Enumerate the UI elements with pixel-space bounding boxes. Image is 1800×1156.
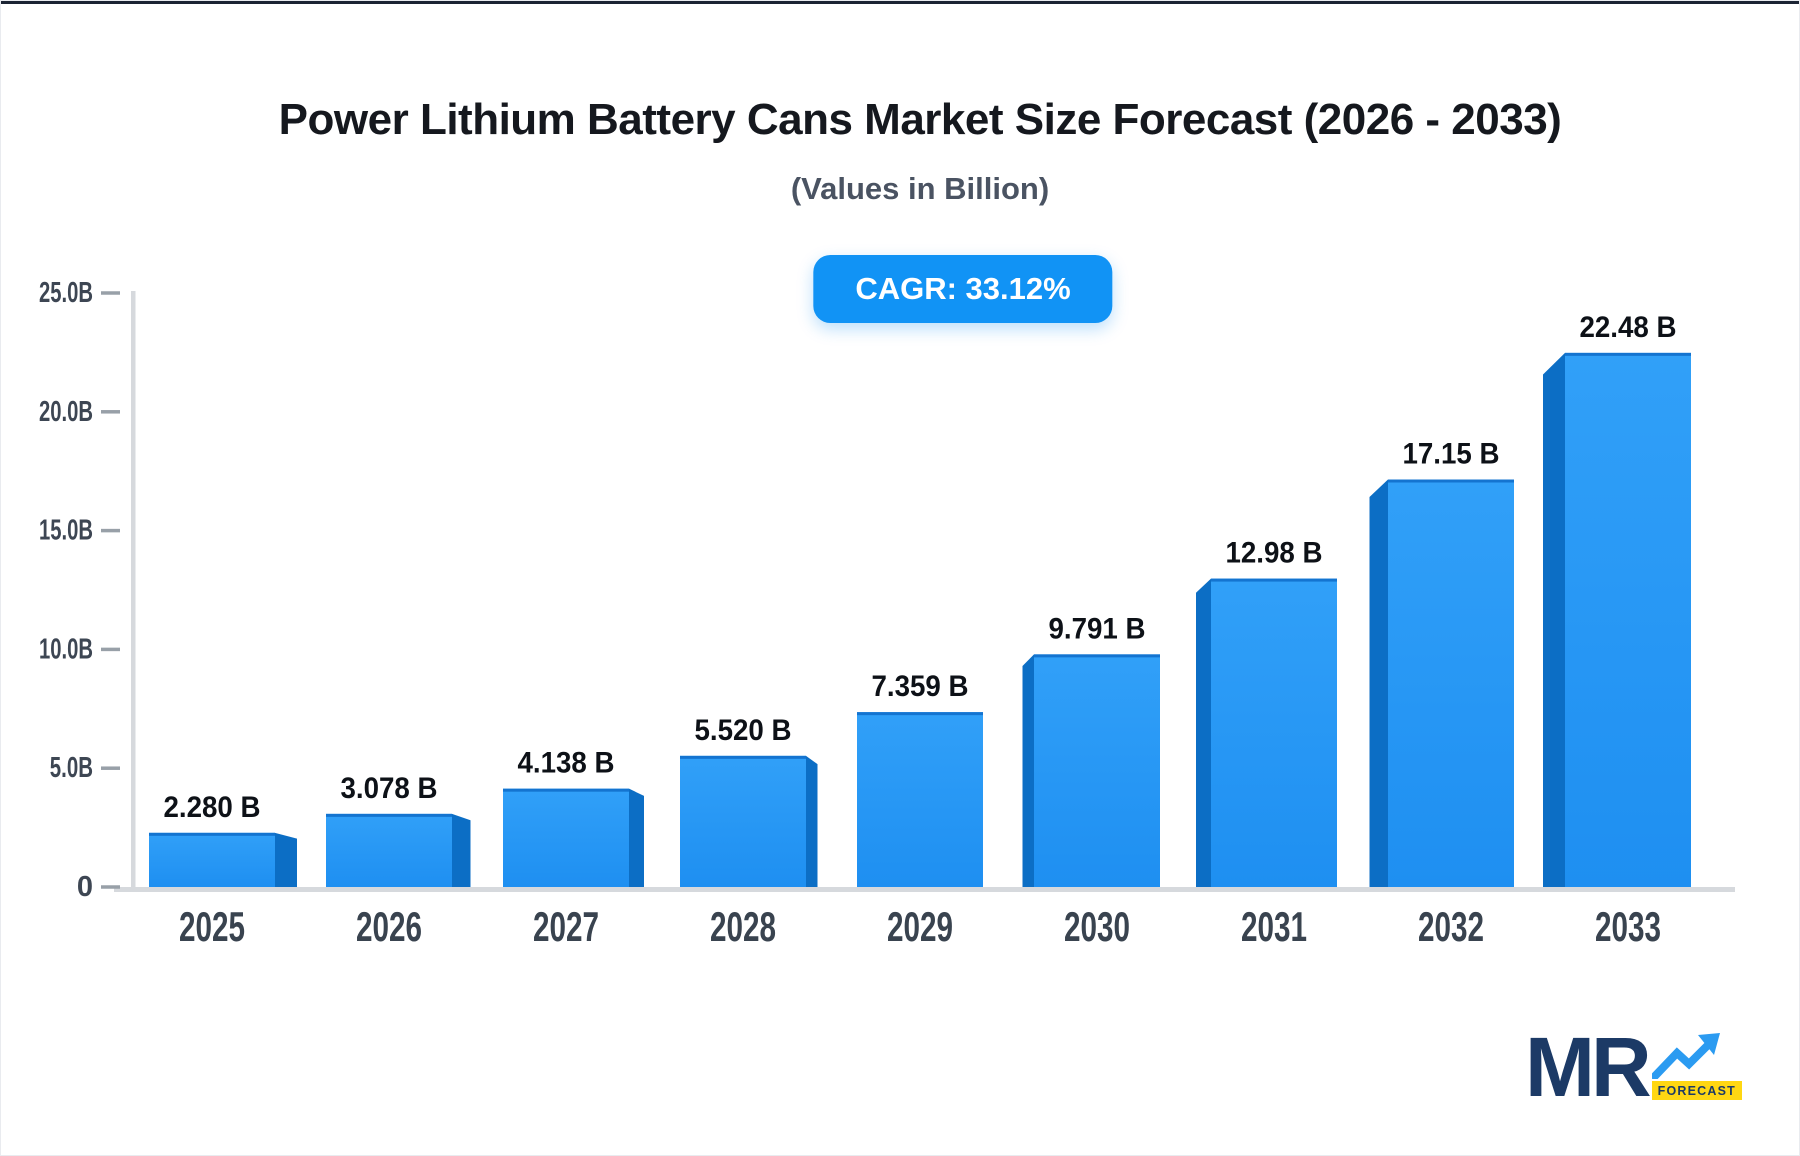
bar-value-label: 22.48 B xyxy=(1580,311,1677,344)
bar-top-edge-2033 xyxy=(1565,352,1691,356)
x-category-label: 2030 xyxy=(1064,903,1130,950)
bar-face-2032 xyxy=(1388,479,1514,887)
y-tick xyxy=(101,647,120,652)
brand-logo: MR FORECAST xyxy=(1525,1020,1742,1114)
y-tick xyxy=(101,766,120,770)
x-category-label: 2032 xyxy=(1418,903,1484,950)
y-tick-label: 10.0B xyxy=(39,633,93,665)
bar-top-edge-2030 xyxy=(1034,654,1160,658)
bar-side-2030 xyxy=(1022,654,1034,887)
bar-top-edge-2032 xyxy=(1388,479,1514,483)
bar-top-edge-2028 xyxy=(680,755,806,759)
y-tick xyxy=(101,885,120,889)
bar-value-label: 2.280 B xyxy=(164,791,261,824)
chart-title: Power Lithium Battery Cans Market Size F… xyxy=(278,95,1562,144)
bar-value-label: 7.359 B xyxy=(872,670,969,703)
bar-top-edge-2031 xyxy=(1211,578,1337,582)
bar-face-2033 xyxy=(1565,352,1691,887)
x-category-label: 2025 xyxy=(179,903,245,950)
top-border-strip xyxy=(1,1,1799,4)
bar-face-2029 xyxy=(857,712,983,887)
bar-value-label: 5.520 B xyxy=(695,714,792,747)
bar-value-label: 17.15 B xyxy=(1403,438,1500,471)
bar-side-2033 xyxy=(1543,352,1565,887)
bar-value-label: 9.791 B xyxy=(1049,612,1146,645)
y-tick-label: 15.0B xyxy=(39,515,93,547)
chart-subtitle: (Values in Billion) xyxy=(790,171,1050,206)
cagr-badge: CAGR: 33.12% xyxy=(813,255,1113,323)
bar-top-edge-2029 xyxy=(857,712,983,716)
bar-value-label: 3.078 B xyxy=(341,772,438,805)
logo-right-block: FORECAST xyxy=(1651,1033,1742,1100)
y-tick-label: 5.0B xyxy=(50,752,93,784)
bar-face-2031 xyxy=(1211,578,1337,887)
bar-value-label: 4.138 B xyxy=(518,747,615,780)
bar-top-edge-2026 xyxy=(326,813,452,817)
logo-forecast-text: FORECAST xyxy=(1651,1081,1742,1100)
y-tick-label: 0 xyxy=(77,871,93,903)
bar-face-2025 xyxy=(149,832,275,887)
growth-arrow-icon xyxy=(1651,1033,1720,1079)
bar-value-label: 12.98 B xyxy=(1226,537,1323,570)
bar-side-2032 xyxy=(1369,479,1388,887)
x-category-label: 2033 xyxy=(1595,903,1661,950)
bar-top-edge-2025 xyxy=(149,832,275,836)
bar-face-2030 xyxy=(1034,654,1160,887)
x-axis-line xyxy=(114,887,1735,892)
logo-mr-text: MR xyxy=(1525,1020,1652,1114)
bar-face-2026 xyxy=(326,813,452,887)
bar-side-2025 xyxy=(275,832,297,887)
y-tick xyxy=(101,291,120,295)
y-axis-line xyxy=(131,291,136,891)
bar-top-edge-2027 xyxy=(503,788,629,792)
bar-face-2027 xyxy=(503,788,629,887)
x-category-label: 2029 xyxy=(887,903,953,950)
bar-side-2026 xyxy=(452,813,471,887)
y-tick-label: 20.0B xyxy=(39,396,93,428)
y-tick xyxy=(101,410,120,414)
x-category-label: 2031 xyxy=(1241,903,1307,950)
bar-side-2028 xyxy=(806,755,818,887)
bar-face-2028 xyxy=(680,755,806,887)
bar-side-2031 xyxy=(1196,578,1211,887)
x-category-label: 2028 xyxy=(710,903,776,950)
y-tick xyxy=(101,528,120,533)
bar-side-2027 xyxy=(629,788,644,887)
x-category-label: 2027 xyxy=(533,903,599,950)
y-tick-label: 25.0B xyxy=(39,277,93,309)
x-category-label: 2026 xyxy=(356,903,422,950)
